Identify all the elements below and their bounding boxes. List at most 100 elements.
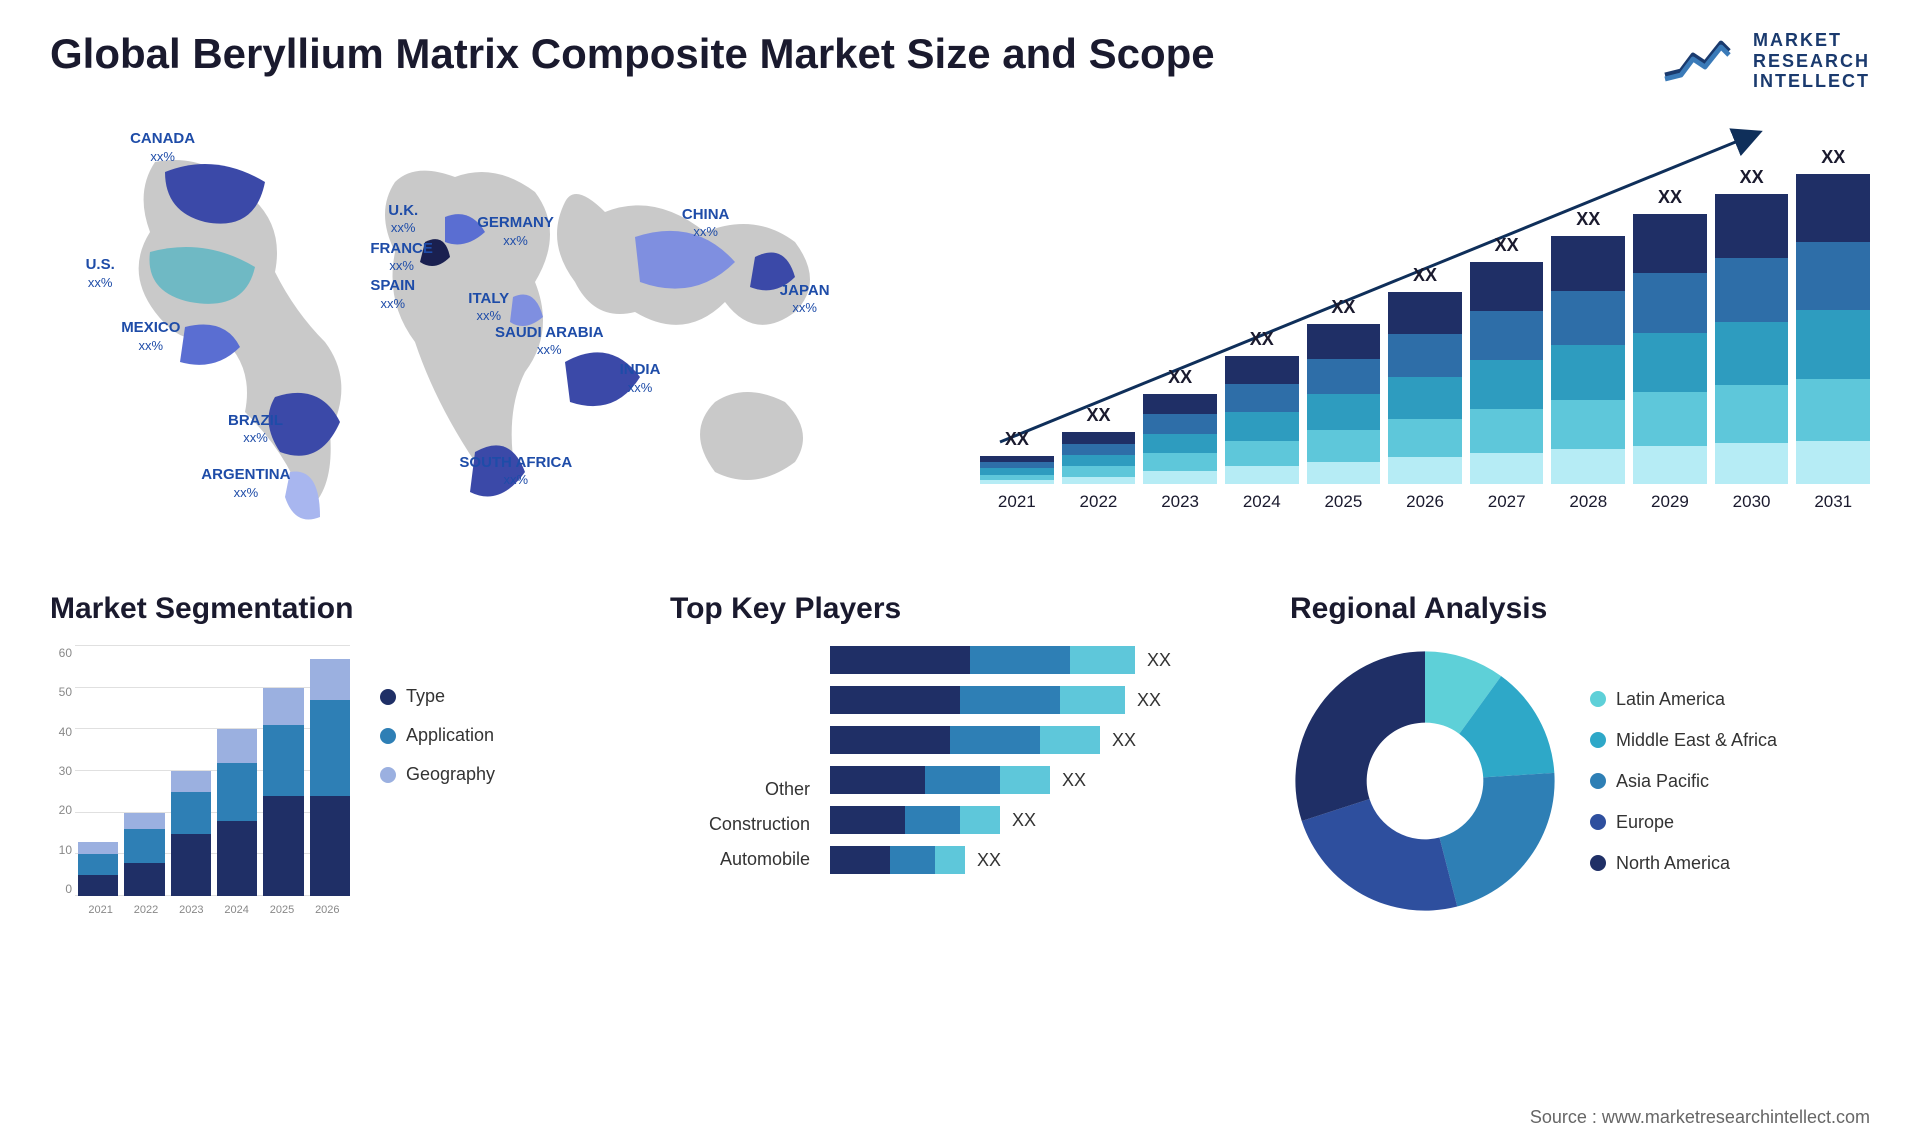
key-players-labels: OtherConstructionAutomobile — [670, 646, 810, 874]
bar-segment — [1633, 446, 1707, 484]
seg-x-label: 2025 — [259, 904, 304, 916]
logo-icon — [1661, 34, 1741, 89]
key-players-section: Top Key Players OtherConstructionAutomob… — [670, 592, 1250, 916]
regional-section: Regional Analysis Latin AmericaMiddle Ea… — [1290, 592, 1870, 916]
region-legend-item: Europe — [1590, 812, 1777, 833]
bar-segment — [960, 806, 1000, 834]
seg-y-tick: 10 — [50, 843, 72, 857]
logo-line1: MARKET — [1753, 30, 1870, 51]
bar-segment — [1307, 394, 1381, 429]
bar-segment — [1143, 453, 1217, 471]
bar-segment — [1551, 449, 1625, 484]
bar-segment — [1633, 333, 1707, 392]
kp-label: Automobile — [670, 849, 810, 870]
donut-slice — [1302, 799, 1457, 911]
bar-segment — [1470, 360, 1544, 409]
growth-bar-value: XX — [1658, 187, 1682, 208]
growth-bar-2022: XX2022 — [1062, 405, 1136, 512]
region-legend-item: Middle East & Africa — [1590, 730, 1777, 751]
map-label-argentina: ARGENTINAxx% — [201, 466, 290, 501]
bar-segment — [1715, 443, 1789, 484]
bar-segment — [310, 659, 350, 701]
growth-bar-2024: XX2024 — [1225, 329, 1299, 512]
bar-segment — [1225, 466, 1299, 484]
bar-segment — [1388, 334, 1462, 376]
segmentation-chart: 6050403020100 202120222023202420252026 — [50, 646, 350, 916]
growth-bar-value: XX — [1740, 167, 1764, 188]
map-label-uk: U.K.xx% — [388, 202, 418, 237]
kp-value: XX — [977, 850, 1001, 871]
bar-segment — [1388, 377, 1462, 419]
bar-segment — [1225, 441, 1299, 467]
map-label-spain: SPAINxx% — [370, 277, 415, 312]
region-legend-item: Latin America — [1590, 689, 1777, 710]
regional-legend: Latin America Middle East & Africa Asia Pa… — [1590, 689, 1777, 874]
bar-segment — [171, 792, 211, 834]
map-label-southafrica: SOUTH AFRICAxx% — [459, 454, 572, 489]
bar-segment — [78, 842, 118, 855]
seg-y-tick: 50 — [50, 685, 72, 699]
bar-segment — [263, 796, 303, 896]
kp-bar — [830, 806, 1000, 834]
bar-segment — [78, 854, 118, 875]
bar-segment — [1715, 385, 1789, 443]
bar-segment — [171, 834, 211, 897]
growth-bar-2029: XX 2029 — [1633, 187, 1707, 512]
seg-y-tick: 40 — [50, 725, 72, 739]
bar-segment — [1225, 412, 1299, 440]
kp-bar — [830, 646, 1135, 674]
map-label-france: FRANCExx% — [370, 240, 433, 275]
legend-label: Asia Pacific — [1616, 771, 1709, 792]
growth-bar-year: 2025 — [1324, 492, 1362, 512]
seg-bar-2025 — [263, 688, 303, 896]
bar-segment — [78, 875, 118, 896]
growth-bar-2028: XX2028 — [1551, 209, 1625, 512]
legend-label: Application — [406, 725, 494, 746]
seg-bar-2021 — [78, 842, 118, 896]
bar-segment — [830, 646, 970, 674]
map-label-canada: CANADAxx% — [130, 130, 195, 165]
bar-segment — [310, 700, 350, 796]
map-label-us: U.S.xx% — [86, 256, 115, 291]
map-label-china: CHINAxx% — [682, 206, 730, 241]
growth-bar-year: 2021 — [998, 492, 1036, 512]
bar-segment — [124, 813, 164, 830]
growth-bar-year: 2023 — [1161, 492, 1199, 512]
bar-segment — [830, 686, 960, 714]
map-label-germany: GERMANYxx% — [477, 214, 554, 249]
bar-segment — [1143, 394, 1217, 414]
legend-swatch — [1590, 855, 1606, 871]
bar-segment — [980, 480, 1054, 484]
bar-segment — [1143, 414, 1217, 434]
bar-segment — [830, 726, 950, 754]
map-label-japan: JAPANxx% — [780, 282, 830, 317]
growth-bar-2023: XX2023 — [1143, 367, 1217, 512]
seg-y-tick: 30 — [50, 764, 72, 778]
bar-segment — [1062, 477, 1136, 484]
bar-segment — [925, 766, 1000, 794]
map-label-india: INDIAxx% — [620, 361, 661, 396]
growth-bar-year: 2029 — [1651, 492, 1689, 512]
seg-y-tick: 20 — [50, 803, 72, 817]
kp-row: XX — [830, 766, 1171, 794]
kp-row: XX — [830, 686, 1171, 714]
growth-bar-year: 2027 — [1488, 492, 1526, 512]
bar-segment — [935, 846, 965, 874]
key-players-chart: XXXXXXXXXXXX — [830, 646, 1171, 874]
bar-segment — [1060, 686, 1125, 714]
kp-bar — [830, 726, 1100, 754]
legend-swatch — [380, 767, 396, 783]
bar-segment — [1040, 726, 1100, 754]
bar-segment — [1715, 322, 1789, 386]
kp-value: XX — [1137, 690, 1161, 711]
bar-segment — [1470, 453, 1544, 484]
bar-segment — [1062, 444, 1136, 455]
growth-bar-value: XX — [1413, 265, 1437, 286]
bar-segment — [1470, 311, 1544, 360]
growth-bar-value: XX — [1576, 209, 1600, 230]
bar-segment — [960, 686, 1060, 714]
bar-segment — [1551, 345, 1625, 400]
seg-x-label: 2021 — [78, 904, 123, 916]
bar-segment — [263, 725, 303, 796]
seg-x-label: 2024 — [214, 904, 259, 916]
